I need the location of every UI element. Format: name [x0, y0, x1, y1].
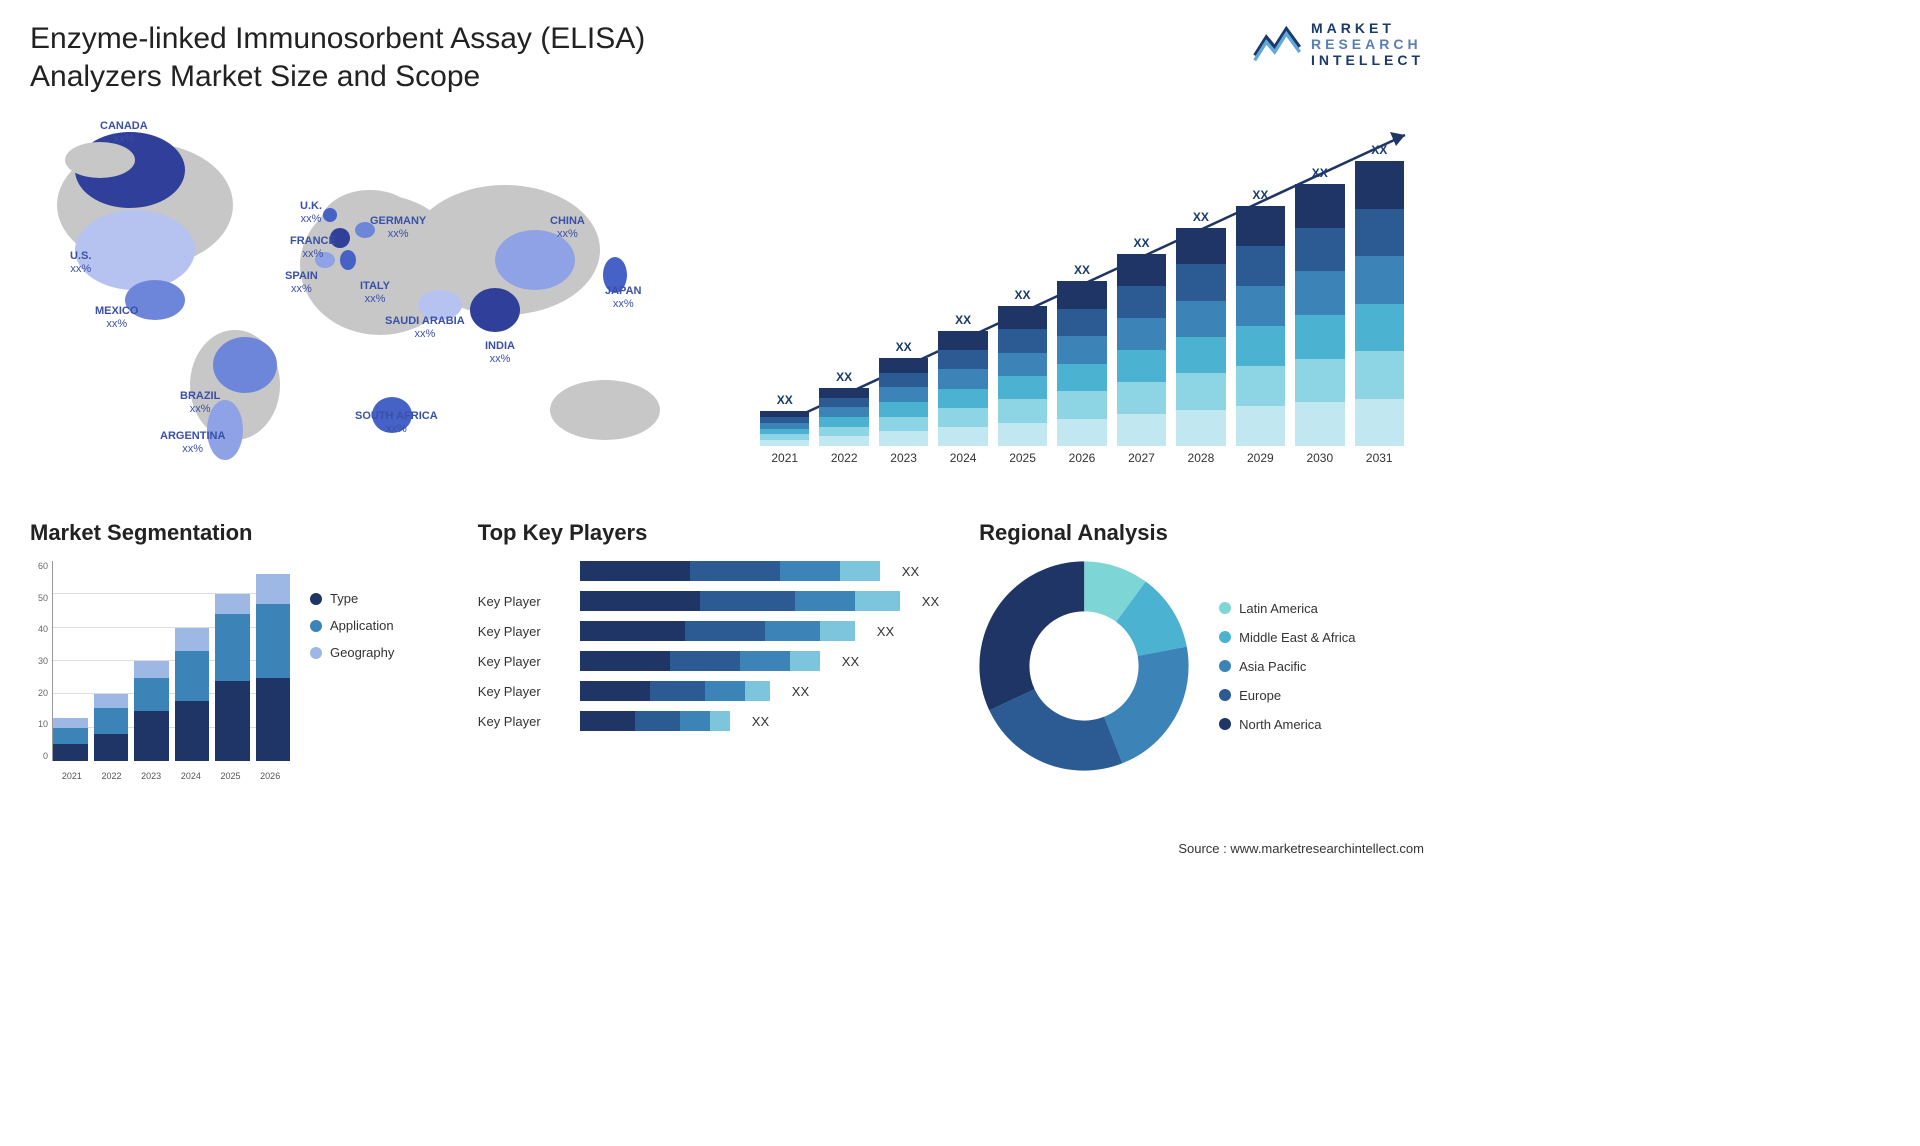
key-player-row: Key PlayerXX: [478, 651, 939, 671]
key-player-row: XX: [478, 561, 939, 581]
growth-bar: XX2025: [998, 288, 1047, 465]
map-label: SOUTH AFRICAxx%: [355, 410, 438, 435]
logo-mark-icon: [1253, 22, 1303, 67]
regional-legend: Latin America Middle East & Africa Asia Pa…: [1219, 601, 1355, 732]
key-players-section: Top Key Players XX Key PlayerXX Key Player…: [478, 520, 939, 781]
segmentation-bar: [134, 661, 169, 761]
regional-donut: [979, 561, 1189, 771]
map-label: JAPANxx%: [605, 285, 641, 310]
growth-bar: XX2023: [879, 340, 928, 465]
key-player-row: Key PlayerXX: [478, 591, 939, 611]
legend-item: North America: [1219, 717, 1355, 732]
map-label: SPAINxx%: [285, 270, 318, 295]
legend-item: Geography: [310, 645, 394, 660]
key-players-chart: XX Key PlayerXX Key PlayerXX Key PlayerXX Ke…: [478, 561, 939, 731]
segmentation-bar: [256, 574, 291, 761]
page-title: Enzyme-linked Immunosorbent Assay (ELISA…: [30, 20, 770, 95]
map-label: GERMANYxx%: [370, 215, 426, 240]
logo-text-1: MARKET: [1311, 20, 1424, 36]
growth-bar: XX2024: [938, 313, 987, 465]
growth-bar: XX2022: [819, 370, 868, 465]
brand-logo: MARKET RESEARCH INTELLECT: [1253, 20, 1424, 68]
segmentation-legend: Type Application Geography: [310, 591, 394, 781]
legend-item: Asia Pacific: [1219, 659, 1355, 674]
logo-text-3: INTELLECT: [1311, 52, 1424, 68]
key-player-row: Key PlayerXX: [478, 621, 939, 641]
map-label: FRANCExx%: [290, 235, 336, 260]
map-label: ARGENTINAxx%: [160, 430, 225, 455]
growth-bar: XX2031: [1355, 143, 1404, 465]
key-player-row: Key PlayerXX: [478, 681, 939, 701]
growth-bar: XX2029: [1236, 188, 1285, 465]
regional-section: Regional Analysis Latin America Middle Ea…: [979, 520, 1424, 781]
growth-bar: XX2027: [1117, 236, 1166, 465]
world-map: CANADAxx% U.S.xx% MEXICOxx% BRAZILxx% ARGENT…: [30, 110, 710, 490]
map-label: MEXICOxx%: [95, 305, 138, 330]
segmentation-chart: 6050403020100 202120222023202420252026: [30, 561, 290, 781]
map-label: ITALYxx%: [360, 280, 390, 305]
growth-bar: XX2028: [1176, 210, 1225, 465]
source-text: Source : www.marketresearchintellect.com: [1178, 841, 1424, 856]
legend-item: Europe: [1219, 688, 1355, 703]
key-players-title: Top Key Players: [478, 520, 939, 546]
legend-item: Latin America: [1219, 601, 1355, 616]
map-label: U.S.xx%: [70, 250, 91, 275]
legend-item: Middle East & Africa: [1219, 630, 1355, 645]
map-label: U.K.xx%: [300, 200, 322, 225]
segmentation-bar: [215, 594, 250, 761]
segmentation-title: Market Segmentation: [30, 520, 438, 546]
growth-bar: XX2026: [1057, 263, 1106, 465]
growth-bar: XX2021: [760, 393, 809, 465]
map-label: BRAZILxx%: [180, 390, 220, 415]
map-label: CANADAxx%: [100, 120, 148, 145]
key-player-row: Key PlayerXX: [478, 711, 939, 731]
map-label: SAUDI ARABIAxx%: [385, 315, 465, 340]
segmentation-bar: [53, 718, 88, 761]
segmentation-section: Market Segmentation 6050403020100 202120…: [30, 520, 438, 781]
legend-item: Type: [310, 591, 394, 606]
logo-text-2: RESEARCH: [1311, 36, 1424, 52]
legend-item: Application: [310, 618, 394, 633]
growth-chart: XX2021XX2022XX2023XX2024XX2025XX2026XX20…: [740, 110, 1424, 490]
segmentation-bar: [175, 628, 210, 761]
regional-title: Regional Analysis: [979, 520, 1424, 546]
map-label: INDIAxx%: [485, 340, 515, 365]
map-label: CHINAxx%: [550, 215, 585, 240]
growth-bar: XX2030: [1295, 166, 1344, 465]
segmentation-bar: [94, 694, 129, 761]
